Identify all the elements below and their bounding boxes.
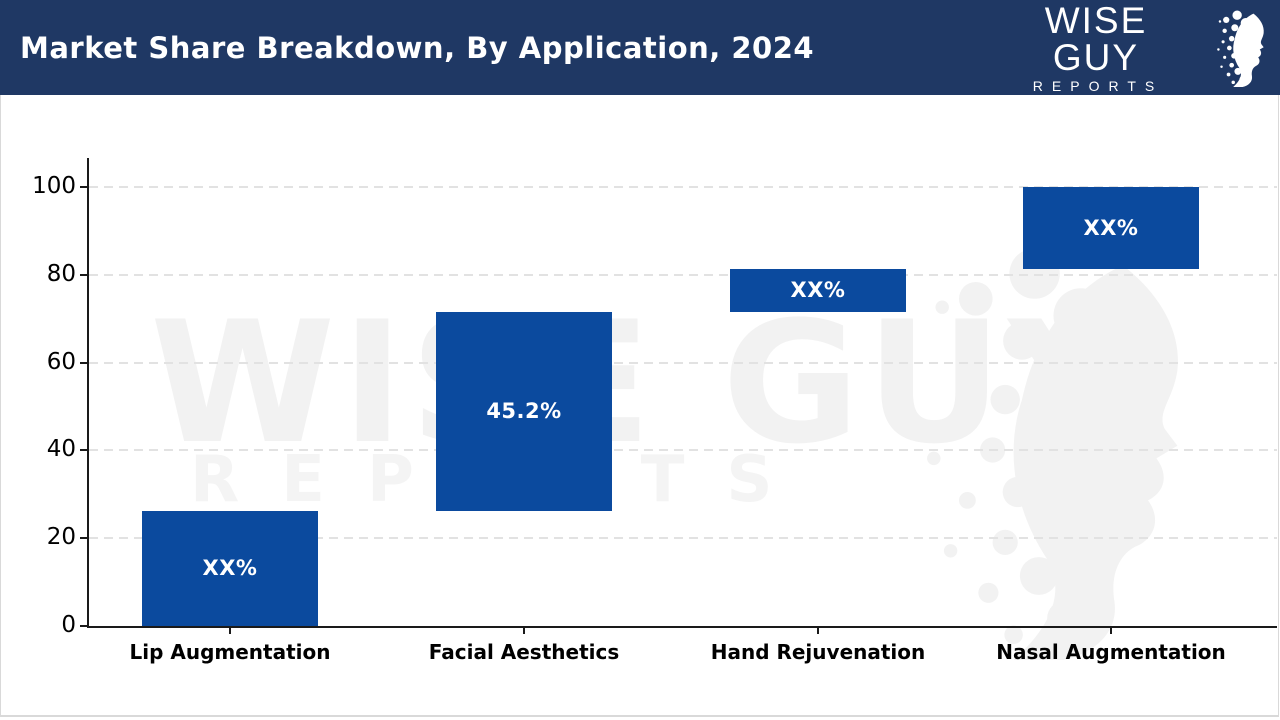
wise-guy-reports-logo: WISE GUY REPORTS	[1006, 2, 1266, 94]
y-tick-label-0: 0	[61, 612, 76, 638]
x-category-label: Hand Rejuvenation	[710, 640, 926, 664]
y-tick-20	[80, 537, 89, 540]
bar-value-label: 45.2%	[486, 399, 562, 424]
x-tick-3	[1110, 627, 1112, 634]
x-tick-1	[523, 627, 525, 634]
y-tick-60	[80, 361, 89, 364]
logo-text: WISE GUY REPORTS	[1006, 2, 1186, 94]
x-category-label: Lip Augmentation	[129, 640, 331, 664]
bar-value-label: XX%	[1083, 215, 1139, 240]
x-category-label: Nasal Augmentation	[996, 640, 1226, 664]
logo-wordmark: WISE GUY	[1044, 0, 1148, 78]
bar-nasal-augmentation: XX%	[1023, 187, 1199, 269]
y-tick-label-40: 40	[46, 436, 76, 463]
bar-value-label: XX%	[790, 278, 846, 303]
gridline-60	[89, 361, 1277, 364]
y-tick-label-20: 20	[46, 524, 76, 551]
x-axis-line	[87, 626, 1277, 628]
gridline-80	[89, 273, 1277, 276]
x-tick-2	[817, 627, 819, 634]
x-category-label: Facial Aesthetics	[428, 640, 620, 664]
page-title: Market Share Breakdown, By Application, …	[20, 30, 815, 65]
y-tick-100	[80, 186, 89, 188]
y-tick-40	[80, 449, 89, 452]
bar-facial-aesthetics: 45.2%	[436, 312, 612, 511]
y-tick-label-60: 60	[46, 348, 76, 375]
bar-lip-augmentation: XX%	[142, 510, 318, 626]
bar-value-label: XX%	[202, 556, 258, 581]
watermark-wordmark: WISE GUY	[150, 285, 1137, 481]
gridline-20	[89, 537, 1277, 540]
y-tick-label-100: 100	[32, 173, 76, 199]
y-tick-80	[80, 273, 89, 276]
gridline-40	[89, 449, 1277, 452]
dotted-face-icon	[1217, 10, 1264, 88]
x-tick-0	[229, 627, 231, 634]
y-tick-label-80: 80	[46, 260, 76, 287]
y-axis-line	[87, 158, 89, 628]
header-bar: Market Share Breakdown, By Application, …	[0, 0, 1280, 95]
gridline-100	[89, 186, 1277, 188]
y-tick-0	[80, 625, 89, 627]
bar-hand-rejuvenation: XX%	[730, 268, 906, 313]
logo-subtitle: REPORTS	[1032, 78, 1164, 94]
